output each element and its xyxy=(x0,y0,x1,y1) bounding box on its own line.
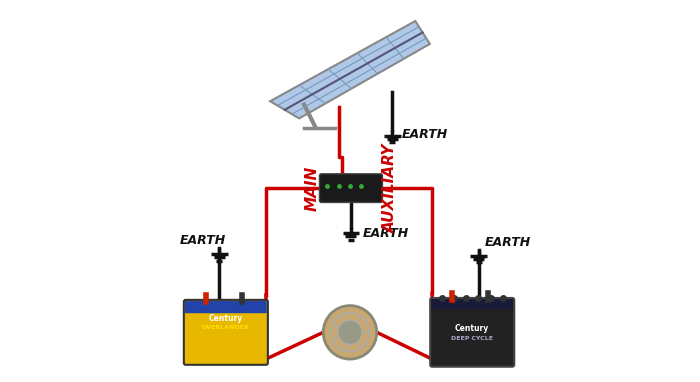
FancyBboxPatch shape xyxy=(185,301,267,313)
FancyBboxPatch shape xyxy=(319,174,382,202)
Text: EARTH: EARTH xyxy=(179,234,225,247)
Text: AUXILIARY: AUXILIARY xyxy=(383,144,398,233)
Text: EARTH: EARTH xyxy=(484,236,531,249)
Text: Century: Century xyxy=(209,314,243,324)
Text: MAIN: MAIN xyxy=(304,165,319,211)
Text: Century: Century xyxy=(455,324,489,333)
Polygon shape xyxy=(270,21,430,118)
FancyBboxPatch shape xyxy=(430,298,514,367)
FancyBboxPatch shape xyxy=(431,299,513,309)
FancyBboxPatch shape xyxy=(184,300,268,365)
Text: EARTH: EARTH xyxy=(402,128,448,141)
Text: OVERLANDER: OVERLANDER xyxy=(202,325,250,330)
Text: DEEP CYCLE: DEEP CYCLE xyxy=(452,335,493,341)
Circle shape xyxy=(323,306,377,359)
Circle shape xyxy=(338,320,362,345)
Text: EARTH: EARTH xyxy=(363,227,409,240)
